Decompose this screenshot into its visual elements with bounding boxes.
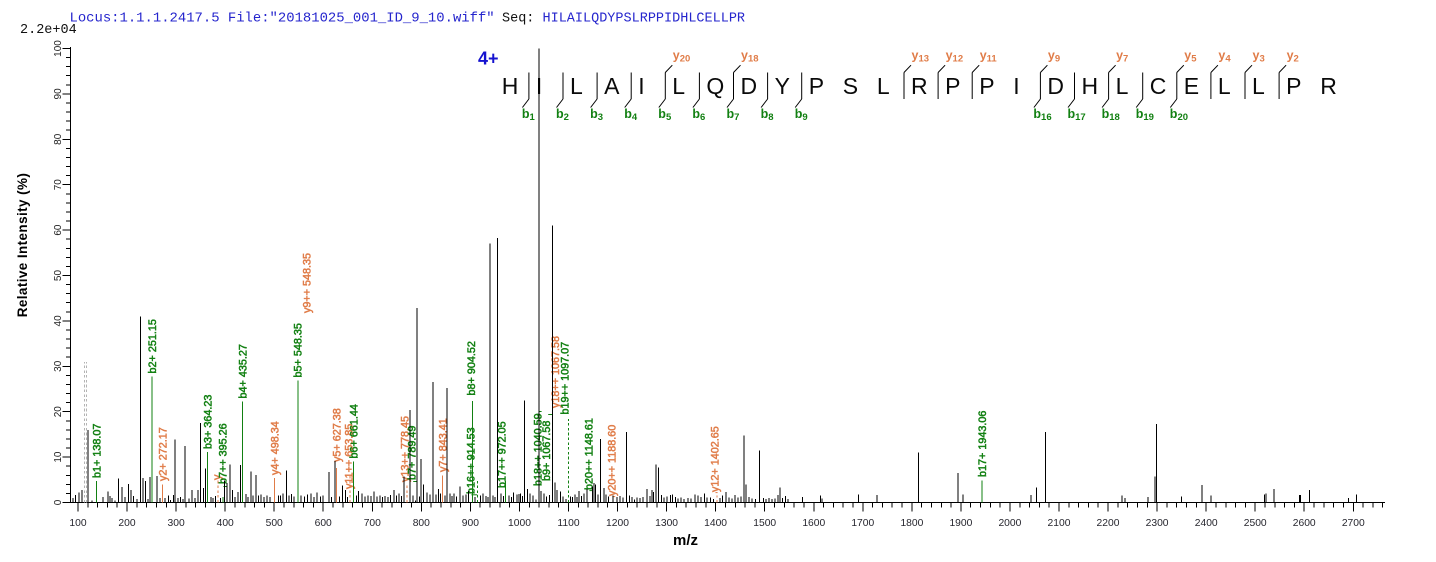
svg-text:y13: y13 (912, 49, 930, 65)
svg-text:b2+ 251.15: b2+ 251.15 (147, 319, 159, 373)
svg-text:20: 20 (53, 406, 64, 418)
svg-text:b2: b2 (556, 107, 569, 123)
svg-text:y13++ 778.45: y13++ 778.45 (399, 416, 411, 482)
svg-text:100: 100 (53, 40, 64, 57)
svg-text:2700: 2700 (1342, 518, 1365, 529)
svg-text:10: 10 (53, 451, 64, 463)
svg-text:m/z: m/z (673, 532, 698, 549)
svg-text:b17+ 1943.06: b17+ 1943.06 (977, 411, 989, 477)
svg-text:b7+ 789.49: b7+ 789.49 (406, 426, 418, 480)
svg-text:y3: y3 (1253, 49, 1265, 65)
svg-text:2500: 2500 (1244, 518, 1267, 529)
svg-text:y4: y4 (1218, 49, 1231, 65)
svg-text:y5: y5 (1184, 49, 1197, 65)
svg-text:b19++ 1097.07: b19++ 1097.07 (559, 342, 571, 415)
svg-text:y20: y20 (673, 49, 691, 65)
svg-text:b4: b4 (624, 107, 638, 123)
svg-text:0: 0 (53, 499, 64, 505)
svg-text:b7: b7 (727, 107, 740, 123)
svg-text:30: 30 (53, 360, 64, 372)
svg-text:y20++ 1188.60: y20++ 1188.60 (606, 425, 618, 496)
svg-text:100: 100 (69, 518, 86, 529)
svg-text:Seq:: Seq: (502, 12, 534, 27)
svg-text:y12+ 1402.65: y12+ 1402.65 (709, 426, 721, 492)
svg-text:b9: b9 (795, 107, 808, 123)
svg-text:y7: y7 (1116, 49, 1128, 65)
svg-text:b20: b20 (1170, 107, 1188, 123)
svg-text:1100: 1100 (557, 518, 579, 529)
svg-text:Locus:1.1.1.2417.5 File:"20181: Locus:1.1.1.2417.5 File:"20181025_001_ID… (70, 11, 495, 27)
svg-text:50: 50 (53, 270, 64, 282)
svg-text:2200: 2200 (1097, 518, 1120, 529)
svg-text:b20++ 1148.61: b20++ 1148.61 (583, 418, 595, 490)
svg-text:HILAILQDYPSLRPPIDHLCELLPR: HILAILQDYPSLRPPIDHLCELLPR (502, 73, 1337, 99)
svg-text:1800: 1800 (900, 518, 923, 529)
svg-text:b8+ 904.52: b8+ 904.52 (466, 341, 478, 395)
svg-text:b8: b8 (761, 107, 774, 123)
svg-text:b18++ 1040.59: b18++ 1040.59 (532, 413, 544, 486)
svg-text:2600: 2600 (1293, 518, 1316, 529)
svg-text:90: 90 (53, 88, 64, 100)
svg-text:400: 400 (217, 518, 234, 529)
svg-text:b17++ 972.05: b17++ 972.05 (496, 421, 508, 488)
svg-text:40: 40 (53, 315, 64, 327)
svg-text:b18: b18 (1102, 107, 1120, 123)
svg-text:4+: 4+ (478, 49, 499, 69)
svg-text:b3: b3 (590, 107, 603, 123)
svg-text:800: 800 (413, 518, 430, 529)
svg-text:b16: b16 (1033, 107, 1051, 123)
svg-text:y18: y18 (741, 49, 759, 65)
svg-text:y9: y9 (1048, 49, 1060, 65)
svg-text:b16++ 914.53: b16++ 914.53 (465, 427, 477, 494)
svg-text:80: 80 (53, 133, 64, 145)
svg-text:1200: 1200 (606, 518, 629, 529)
svg-text:b6+ 661.44: b6+ 661.44 (349, 404, 361, 458)
svg-text:y12: y12 (946, 49, 964, 65)
svg-text:y: y (211, 474, 223, 480)
svg-text:200: 200 (118, 518, 135, 529)
svg-text:b1: b1 (522, 107, 536, 123)
svg-text:70: 70 (53, 179, 64, 191)
svg-text:b17: b17 (1068, 107, 1086, 123)
svg-text:2300: 2300 (1146, 518, 1169, 529)
svg-text:2000: 2000 (998, 518, 1021, 529)
svg-text:b5: b5 (658, 107, 672, 123)
svg-text:HILAILQDYPSLRPPIDHLCELLPR: HILAILQDYPSLRPPIDHLCELLPR (543, 12, 746, 27)
svg-text:1500: 1500 (753, 518, 776, 529)
svg-text:y11: y11 (980, 49, 998, 65)
svg-text:2.2e+04: 2.2e+04 (20, 23, 77, 38)
svg-text:1300: 1300 (655, 518, 678, 529)
svg-text:b19: b19 (1136, 107, 1154, 123)
svg-text:900: 900 (462, 518, 479, 529)
svg-text:2100: 2100 (1048, 518, 1071, 529)
svg-text:b1+ 138.07: b1+ 138.07 (92, 424, 104, 478)
svg-text:y11++ 653.85: y11++ 653.85 (344, 424, 356, 489)
svg-text:y4+ 498.34: y4+ 498.34 (270, 421, 282, 475)
svg-text:y2: y2 (1287, 49, 1299, 65)
svg-text:60: 60 (53, 224, 64, 236)
svg-text:Relative Intensity (%): Relative Intensity (%) (15, 173, 30, 318)
svg-text:600: 600 (315, 518, 332, 529)
svg-text:b4+ 435.27: b4+ 435.27 (237, 344, 249, 398)
svg-text:1400: 1400 (704, 518, 727, 529)
svg-text:b6: b6 (692, 107, 705, 123)
svg-text:b3+ 364.23: b3+ 364.23 (202, 395, 214, 449)
svg-text:b7++ 395.26: b7++ 395.26 (218, 423, 230, 484)
svg-text:2400: 2400 (1195, 518, 1218, 529)
svg-text:700: 700 (364, 518, 381, 529)
svg-text:1900: 1900 (949, 518, 972, 529)
svg-text:b5+ 548.35: b5+ 548.35 (293, 323, 305, 377)
svg-text:y9++ 548.35: y9++ 548.35 (301, 253, 313, 313)
svg-text:y2+ 272.17: y2+ 272.17 (157, 427, 169, 481)
svg-text:300: 300 (168, 518, 185, 529)
svg-text:1600: 1600 (802, 518, 825, 529)
svg-text:500: 500 (266, 518, 283, 529)
svg-text:1000: 1000 (508, 518, 531, 529)
svg-text:y7+ 843.41: y7+ 843.41 (437, 418, 449, 472)
svg-text:b9+ 1067.58: b9+ 1067.58 (541, 421, 553, 481)
svg-text:1700: 1700 (851, 518, 874, 529)
svg-text:y5+ 627.38: y5+ 627.38 (332, 408, 344, 462)
